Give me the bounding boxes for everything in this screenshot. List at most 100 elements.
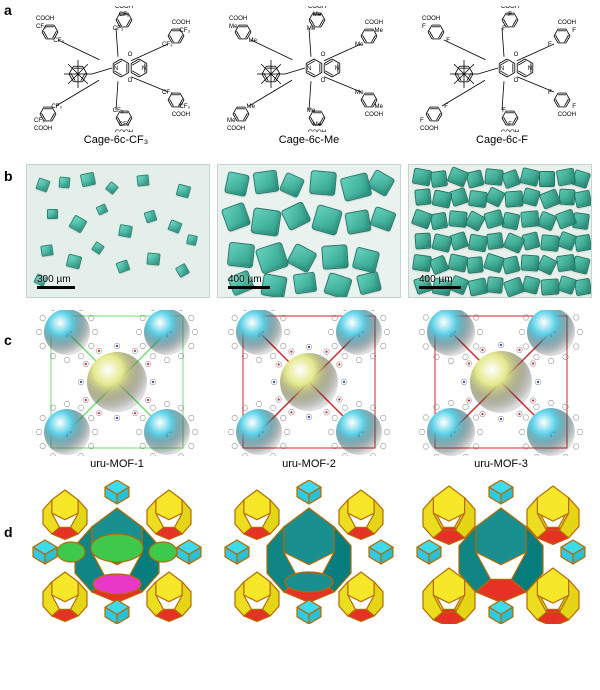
crystal [574, 190, 592, 209]
crystal [520, 254, 539, 271]
tiling-2 [410, 480, 592, 624]
svg-text:COOH: COOH [365, 111, 383, 118]
crystal [449, 187, 469, 207]
crystal [411, 208, 433, 229]
row-c-panel-2: uru-MOF-3 [410, 310, 592, 470]
crystal [255, 241, 290, 274]
scalebar-1 [228, 286, 270, 289]
svg-text:Me: Me [355, 89, 364, 96]
crystal [66, 253, 83, 269]
crystal [536, 254, 557, 275]
row-c-caption-0: uru-MOF-1 [90, 458, 144, 470]
svg-text:CF₃: CF₃ [113, 107, 124, 114]
chem-svg-1: NNCOOHMeMeCOOHMeMeCOOHMeMeCOOHMeMeCOOHMe… [219, 6, 399, 132]
svg-text:COOH: COOH [558, 111, 576, 118]
svg-text:CF₃: CF₃ [113, 25, 124, 32]
svg-text:CF₃: CF₃ [162, 89, 173, 96]
svg-text:CF₃: CF₃ [119, 11, 130, 18]
chem-svg-2: NNCOOHFFCOOHFFCOOHFFCOOHFFCOOHFFCOOHFFOO [412, 6, 592, 132]
crystal [144, 210, 158, 224]
svg-text:COOH: COOH [501, 129, 519, 132]
row-d [26, 480, 592, 624]
row-c-panel-1: uru-MOF-2 [218, 310, 400, 470]
row-c-caption-2: uru-MOF-3 [474, 458, 528, 470]
figure: a b c d NNCOOHCF₃CF₃COOHCF₃CF₃COOHCF₃CF₃… [0, 0, 600, 690]
row-b-label: b [4, 168, 13, 184]
row-d-panel-0 [26, 480, 208, 624]
crystal [521, 187, 541, 207]
crystal [448, 210, 468, 228]
crystal [484, 186, 505, 207]
svg-text:COOH: COOH [172, 19, 190, 26]
svg-text:F: F [508, 11, 512, 18]
crystal [412, 168, 433, 187]
crystal [68, 214, 87, 233]
crystal [175, 263, 190, 278]
crystal [221, 202, 252, 233]
crystal [537, 211, 558, 232]
svg-text:COOH: COOH [115, 6, 133, 10]
svg-text:Me: Me [307, 107, 316, 114]
crystal [253, 169, 280, 194]
svg-text:Me: Me [229, 23, 238, 30]
tiling-svg-0 [26, 480, 208, 624]
svg-text:N: N [335, 65, 339, 72]
mof-svg-2 [410, 310, 592, 456]
row-a-caption-2: Cage-6c-F [476, 134, 528, 146]
row-d-panel-2 [410, 480, 592, 624]
chem-structure-1: NNCOOHMeMeCOOHMeMeCOOHMeMeCOOHMeMeCOOHMe… [219, 6, 399, 132]
svg-text:N: N [142, 65, 146, 72]
chem-svg-0: NNCOOHCF₃CF₃COOHCF₃CF₃COOHCF₃CF₃COOHCF₃C… [26, 6, 206, 132]
svg-text:COOH: COOH [227, 125, 245, 132]
row-a-panel-0: NNCOOHCF₃CF₃COOHCF₃CF₃COOHCF₃CF₃COOHCF₃C… [26, 6, 206, 154]
mof-structure-2 [410, 310, 592, 456]
svg-text:Me: Me [313, 121, 322, 128]
crystal [321, 244, 349, 270]
svg-text:COOH: COOH [501, 6, 519, 10]
crystal [468, 234, 489, 253]
crystal [504, 190, 523, 207]
tiling-1 [218, 480, 400, 624]
svg-text:COOH: COOH [34, 125, 52, 132]
svg-text:F: F [446, 37, 450, 44]
scalebar-label-0: 300 µm [37, 274, 71, 285]
crystal [486, 232, 504, 250]
crystal [279, 172, 305, 198]
crystal [432, 189, 453, 208]
svg-text:Me: Me [313, 11, 322, 18]
svg-text:CF₃: CF₃ [119, 121, 130, 128]
crystal [96, 203, 109, 215]
crystal [414, 232, 431, 249]
crystal [447, 166, 470, 188]
svg-text:COOH: COOH [420, 125, 438, 132]
svg-text:COOH: COOH [229, 15, 247, 22]
crystal [557, 275, 577, 295]
crystal [293, 272, 318, 295]
crystal [311, 204, 343, 236]
row-d-label: d [4, 524, 13, 540]
row-b-panel-1: 400 µm [217, 164, 401, 298]
row-a: NNCOOHCF₃CF₃COOHCF₃CF₃COOHCF₃CF₃COOHCF₃C… [26, 6, 592, 154]
crystal [250, 207, 281, 237]
svg-text:F: F [502, 25, 506, 32]
svg-text:COOH: COOH [308, 6, 326, 10]
svg-text:N: N [307, 65, 311, 72]
crystal [115, 259, 130, 273]
svg-text:O: O [321, 77, 326, 84]
crystal [501, 169, 522, 190]
row-c-panel-0: uru-MOF-1 [26, 310, 208, 470]
mof-svg-0 [26, 310, 208, 456]
crystal [167, 219, 182, 234]
crystal [280, 201, 311, 231]
tiling-0 [26, 480, 208, 624]
crystal [521, 275, 540, 294]
scalebar-0 [37, 286, 75, 289]
crystal [224, 171, 250, 197]
crystal [466, 256, 484, 274]
row-a-label: a [4, 2, 12, 18]
chem-structure-2: NNCOOHFFCOOHFFCOOHFFCOOHFFCOOHFFCOOHFFOO [412, 6, 592, 132]
crystal [47, 209, 58, 219]
svg-text:CF₃: CF₃ [179, 27, 190, 34]
crystal [540, 234, 560, 252]
row-b-panel-2: 400 µm [408, 164, 592, 298]
